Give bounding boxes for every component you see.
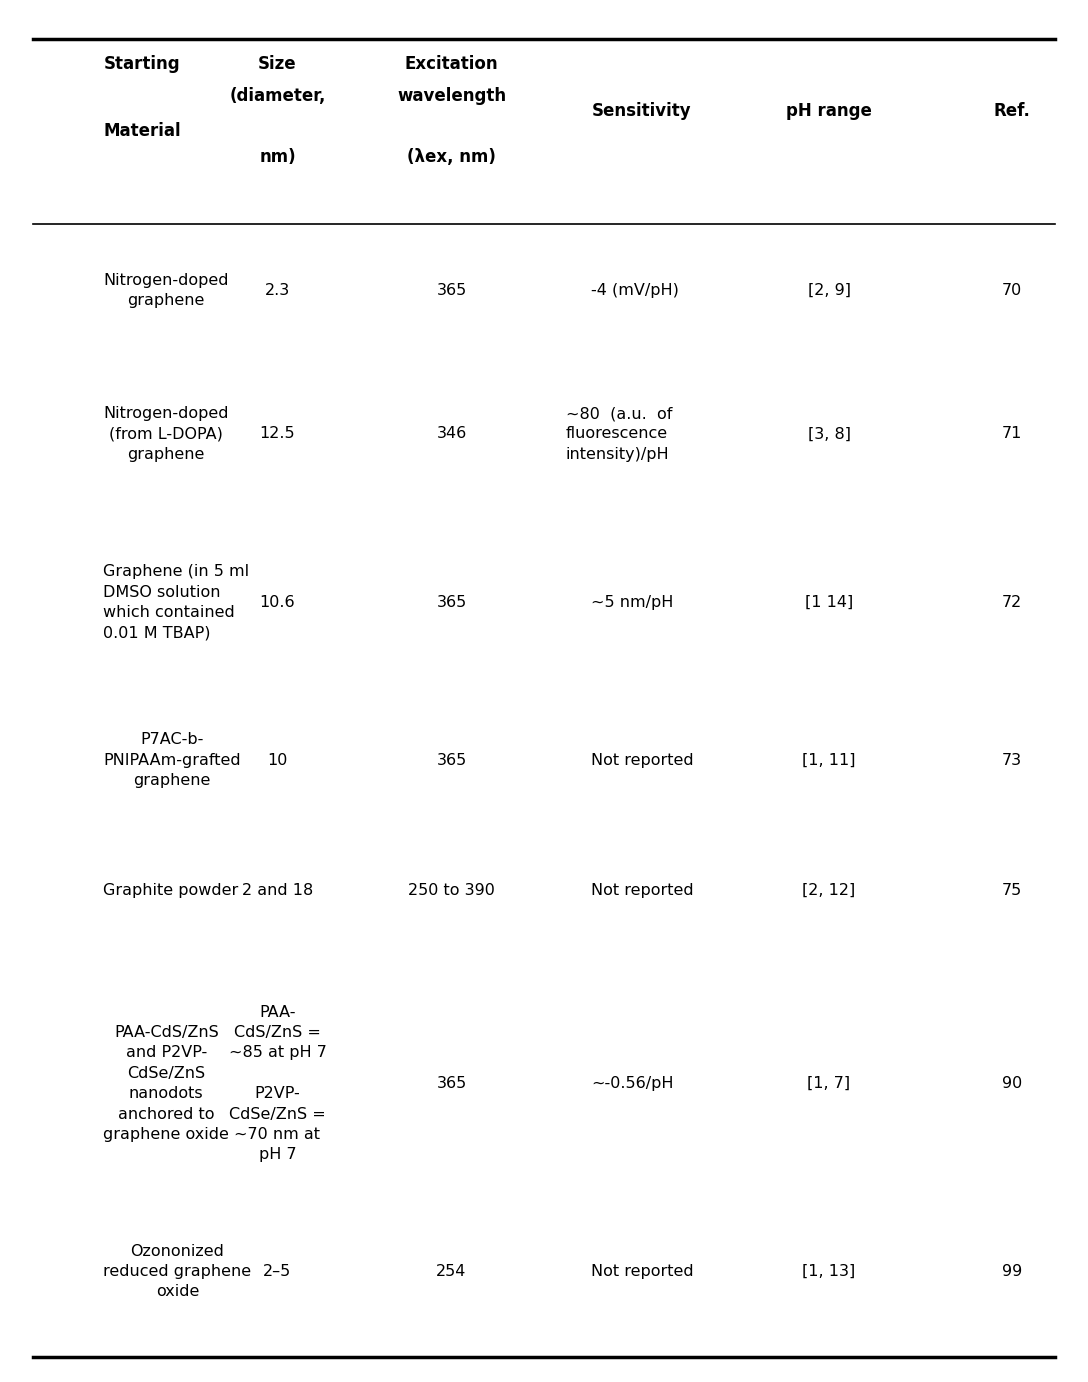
Text: 72: 72 (1002, 596, 1022, 609)
Text: Graphene (in 5 ml
DMSO solution
which contained
0.01 M TBAP): Graphene (in 5 ml DMSO solution which co… (103, 564, 249, 641)
Text: [1, 7]: [1, 7] (807, 1077, 851, 1090)
Text: Ref.: Ref. (993, 102, 1030, 120)
Text: 90: 90 (1002, 1077, 1022, 1090)
Text: ~80  (a.u.  of
fluorescence
intensity)/pH: ~80 (a.u. of fluorescence intensity)/pH (566, 406, 672, 462)
Text: Ozononized
reduced graphene
oxide: Ozononized reduced graphene oxide (103, 1244, 251, 1299)
Text: [3, 8]: [3, 8] (807, 427, 851, 441)
Text: 70: 70 (1002, 283, 1022, 297)
Text: 346: 346 (436, 427, 467, 441)
Text: wavelength: wavelength (397, 87, 506, 105)
Text: 254: 254 (436, 1265, 467, 1278)
Text: Nitrogen-doped
graphene: Nitrogen-doped graphene (103, 272, 228, 308)
Text: [1 14]: [1 14] (805, 596, 853, 609)
Text: (λex, nm): (λex, nm) (407, 148, 496, 166)
Text: Not reported: Not reported (591, 1265, 693, 1278)
Text: 99: 99 (1002, 1265, 1022, 1278)
Text: 75: 75 (1002, 883, 1022, 897)
Text: -4 (mV/pH): -4 (mV/pH) (591, 283, 679, 297)
Text: Not reported: Not reported (591, 753, 693, 767)
Text: 73: 73 (1002, 753, 1022, 767)
Text: [1, 13]: [1, 13] (803, 1265, 855, 1278)
Text: PAA-CdS/ZnS
and P2VP-
CdSe/ZnS
nanodots
anchored to
graphene oxide: PAA-CdS/ZnS and P2VP- CdSe/ZnS nanodots … (103, 1025, 230, 1142)
Text: [1, 11]: [1, 11] (802, 753, 856, 767)
Text: Size: Size (258, 55, 297, 73)
Text: (diameter,: (diameter, (230, 87, 325, 105)
Text: 10: 10 (268, 753, 287, 767)
Text: 2.3: 2.3 (264, 283, 290, 297)
Text: 250 to 390: 250 to 390 (408, 883, 495, 897)
Text: Starting: Starting (103, 55, 180, 73)
Text: 365: 365 (436, 1077, 467, 1090)
Text: ~5 nm/pH: ~5 nm/pH (591, 596, 673, 609)
Text: 365: 365 (436, 753, 467, 767)
Text: 12.5: 12.5 (260, 427, 295, 441)
Text: Sensitivity: Sensitivity (592, 102, 692, 120)
Text: Graphite powder: Graphite powder (103, 883, 238, 897)
Text: Excitation: Excitation (405, 55, 498, 73)
Text: 71: 71 (1002, 427, 1022, 441)
Text: Material: Material (103, 122, 181, 140)
Text: 2 and 18: 2 and 18 (242, 883, 313, 897)
Text: [2, 12]: [2, 12] (803, 883, 855, 897)
Text: 10.6: 10.6 (260, 596, 295, 609)
Text: 2–5: 2–5 (263, 1265, 292, 1278)
Text: pH range: pH range (787, 102, 871, 120)
Text: Not reported: Not reported (591, 883, 693, 897)
Text: 365: 365 (436, 283, 467, 297)
Text: Nitrogen-doped
(from L-DOPA)
graphene: Nitrogen-doped (from L-DOPA) graphene (103, 406, 228, 462)
Text: P7AC-b-
PNIPAAm-grafted
graphene: P7AC-b- PNIPAAm-grafted graphene (103, 732, 240, 788)
Text: PAA-
CdS/ZnS =
~85 at pH 7

P2VP-
CdSe/ZnS =
~70 nm at
pH 7: PAA- CdS/ZnS = ~85 at pH 7 P2VP- CdSe/Zn… (228, 1005, 326, 1162)
Text: [2, 9]: [2, 9] (807, 283, 851, 297)
Text: ~-0.56/pH: ~-0.56/pH (591, 1077, 673, 1090)
Text: nm): nm) (259, 148, 296, 166)
Text: 365: 365 (436, 596, 467, 609)
